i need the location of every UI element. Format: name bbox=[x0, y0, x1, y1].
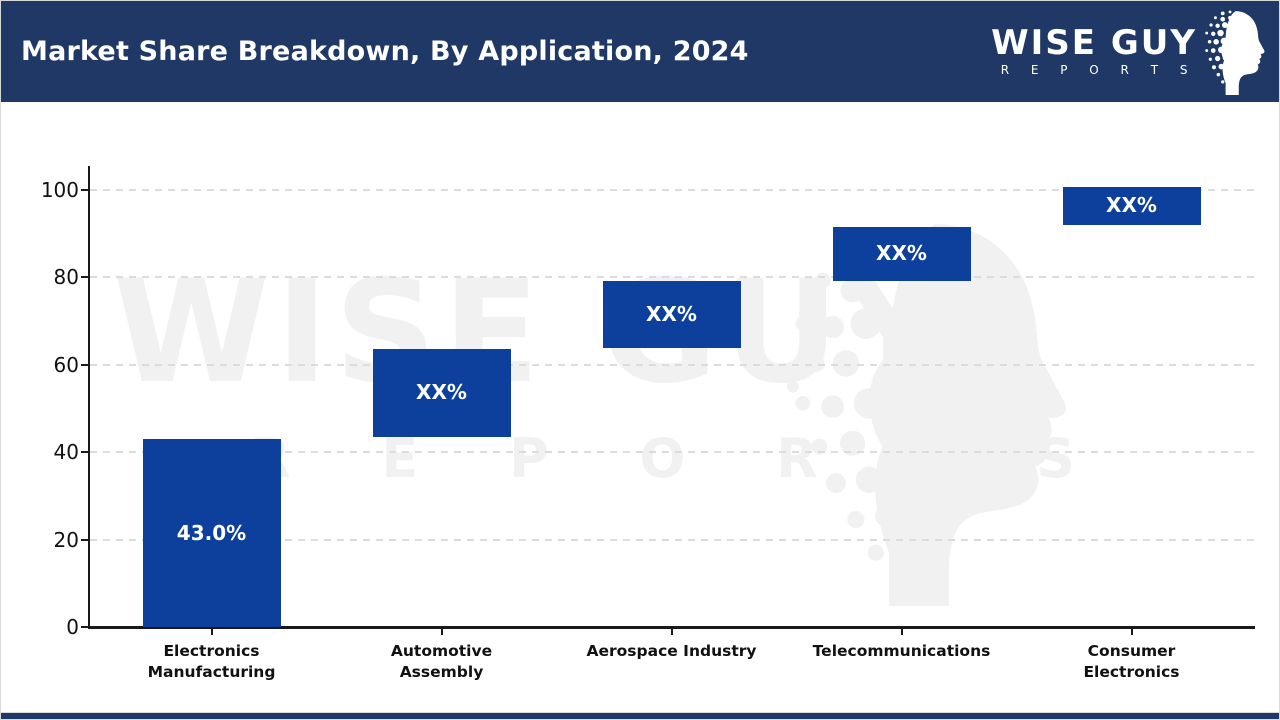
x-category-label: Electronics Manufacturing bbox=[147, 642, 276, 681]
y-tick-mark bbox=[81, 188, 89, 191]
logo-subtitle: R E P O R T S bbox=[1000, 63, 1197, 77]
bar-segment bbox=[602, 281, 741, 349]
x-tick-mark bbox=[900, 627, 903, 635]
bar-value-label: XX% bbox=[416, 380, 467, 405]
y-tick-label: 20 bbox=[53, 527, 79, 552]
gridline bbox=[90, 276, 1254, 278]
logo-head-icon bbox=[1205, 9, 1265, 95]
y-tick-label: 40 bbox=[53, 440, 79, 464]
x-tick-mark bbox=[670, 627, 673, 635]
bar-value-label: XX% bbox=[646, 302, 697, 327]
y-tick-label: 80 bbox=[53, 265, 79, 289]
bar-value-label: 43.0% bbox=[176, 520, 247, 545]
x-category-label: Aerospace Industry bbox=[586, 642, 757, 660]
bar-segment bbox=[142, 438, 281, 627]
watermark-wordmark: WISE GUY bbox=[113, 250, 954, 415]
y-tick-mark bbox=[81, 276, 89, 278]
bar-value-label: XX% bbox=[1106, 193, 1157, 218]
x-category-label: Telecommunications bbox=[812, 642, 991, 660]
y-tick-mark bbox=[81, 626, 89, 628]
y-tick-label: 0 bbox=[66, 615, 79, 639]
footer-bar bbox=[1, 712, 1279, 719]
header: Market Share Breakdown, By Application, … bbox=[1, 1, 1279, 102]
x-tick-mark bbox=[440, 627, 443, 635]
gridline bbox=[90, 538, 1254, 541]
gridline bbox=[90, 363, 1254, 366]
logo-wordmark: WISE GUY bbox=[991, 23, 1197, 63]
brand-logo-text: WISE GUY R E P O R T S bbox=[991, 25, 1197, 78]
chart-area: WISE GUY R E P O R T S 0 20 40 60 80 100 43.0%… bbox=[1, 102, 1279, 714]
bar-segment bbox=[372, 349, 511, 438]
y-tick-mark bbox=[81, 363, 89, 366]
x-category-label: Automotive Assembly bbox=[390, 642, 493, 681]
y-tick-mark bbox=[81, 538, 89, 541]
x-tick-mark bbox=[210, 627, 213, 635]
bar-segment bbox=[832, 226, 971, 281]
bar-segment bbox=[1062, 187, 1201, 225]
chart-title: Market Share Breakdown, By Application, … bbox=[21, 36, 749, 67]
y-tick-mark bbox=[81, 451, 89, 453]
x-tick-mark bbox=[1130, 627, 1133, 635]
gridline bbox=[90, 451, 1254, 453]
gridline bbox=[90, 188, 1254, 191]
x-category-label: Consumer Electronics bbox=[1083, 642, 1180, 681]
y-axis-spine bbox=[88, 166, 90, 629]
brand-logo: WISE GUY R E P O R T S bbox=[991, 9, 1267, 95]
y-tick-label: 100 bbox=[40, 177, 79, 202]
bar-value-label: XX% bbox=[876, 240, 927, 265]
y-tick-label: 60 bbox=[53, 352, 79, 377]
